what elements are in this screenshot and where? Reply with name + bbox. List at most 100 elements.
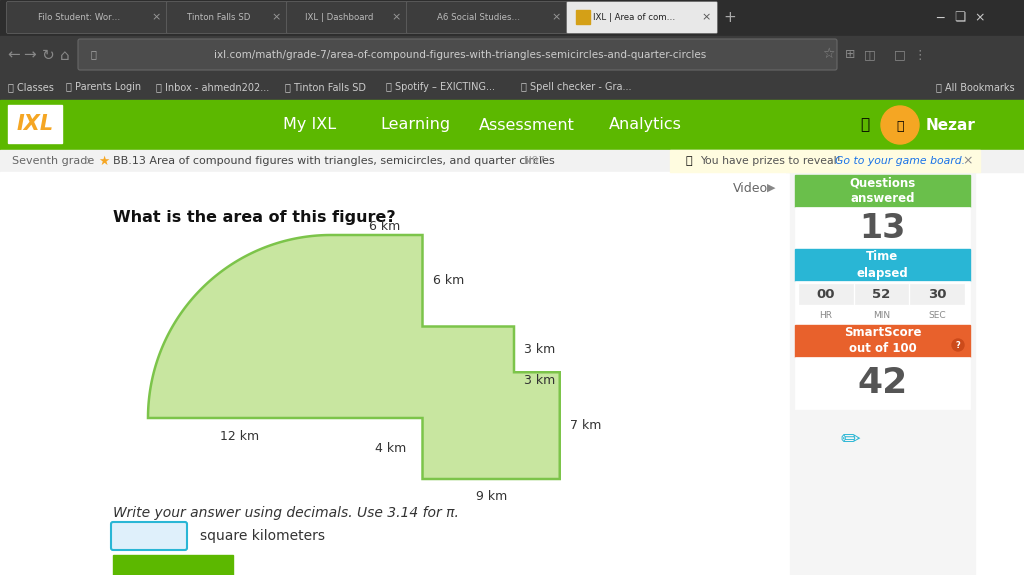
Text: ↻: ↻	[42, 48, 54, 63]
Text: 9 km: 9 km	[475, 489, 507, 503]
Text: 6 km: 6 km	[369, 220, 400, 232]
Bar	[790, 172, 975, 575]
Bar	[795, 207, 970, 249]
Text: You have prizes to reveal!: You have prizes to reveal!	[700, 156, 841, 166]
Text: ×: ×	[551, 13, 561, 22]
Bar	[855, 284, 908, 304]
Text: 4 km: 4 km	[375, 442, 407, 455]
Text: 🔒: 🔒	[90, 49, 96, 59]
Text: 52: 52	[872, 288, 891, 301]
Text: ⋮: ⋮	[913, 48, 927, 62]
Text: ❏: ❏	[954, 12, 966, 25]
Bar	[0, 74, 1024, 100]
Text: SEC: SEC	[929, 312, 946, 320]
Text: ×: ×	[391, 13, 400, 22]
Text: BB.13 Area of compound figures with triangles, semicircles, and quarter circles: BB.13 Area of compound figures with tria…	[113, 156, 555, 166]
Text: 12 km: 12 km	[220, 430, 259, 443]
Text: What is the area of this figure?: What is the area of this figure?	[113, 210, 395, 225]
Bar	[575, 10, 590, 24]
Text: 3 km: 3 km	[524, 374, 556, 387]
Text: Questions
answered: Questions answered	[849, 177, 915, 205]
FancyBboxPatch shape	[78, 39, 837, 70]
Circle shape	[952, 339, 964, 351]
Bar	[0, 150, 1024, 172]
Text: A6 Social Studies…: A6 Social Studies…	[437, 13, 520, 22]
Bar	[0, 36, 1024, 74]
FancyBboxPatch shape	[566, 2, 718, 33]
Bar	[795, 357, 970, 409]
Text: ←: ←	[7, 48, 20, 63]
Text: ☆: ☆	[821, 48, 835, 62]
Text: ▶: ▶	[767, 183, 775, 193]
Text: 🟢 Spotify – EXICTING...: 🟢 Spotify – EXICTING...	[386, 82, 496, 92]
Text: 📁 All Bookmarks: 📁 All Bookmarks	[936, 82, 1015, 92]
Text: ×: ×	[975, 12, 985, 25]
Text: SmartScore
out of 100: SmartScore out of 100	[844, 327, 922, 355]
Bar	[113, 555, 233, 575]
Text: 42: 42	[857, 366, 907, 400]
Text: 🔵 Inbox - ahmedn202...: 🔵 Inbox - ahmedn202...	[156, 82, 269, 92]
Text: 🏆: 🏆	[685, 156, 691, 166]
Bar	[795, 249, 970, 281]
Text: Filo Student: Wor…: Filo Student: Wor…	[38, 13, 120, 22]
Polygon shape	[148, 235, 560, 479]
Text: Video: Video	[732, 182, 768, 194]
Text: ?: ?	[955, 340, 961, 350]
Bar	[0, 100, 1024, 150]
Text: ⊞: ⊞	[845, 48, 855, 62]
Text: Write your answer using decimals. Use 3.14 for π.: Write your answer using decimals. Use 3.…	[113, 506, 459, 520]
Text: ×: ×	[701, 13, 711, 22]
Text: My IXL: My IXL	[284, 117, 337, 132]
Text: Tinton Falls SD: Tinton Falls SD	[187, 13, 251, 22]
Bar	[795, 175, 970, 207]
Text: Time
elapsed: Time elapsed	[857, 251, 908, 279]
Text: 🔍: 🔍	[860, 117, 869, 132]
Text: ★: ★	[98, 155, 110, 167]
Bar	[795, 281, 970, 325]
FancyBboxPatch shape	[6, 2, 168, 33]
Text: IXL | Area of com…: IXL | Area of com…	[593, 13, 675, 22]
Text: +: +	[724, 10, 736, 25]
Text: Assessment: Assessment	[479, 117, 574, 132]
Text: IXL: IXL	[16, 114, 53, 134]
FancyBboxPatch shape	[167, 2, 288, 33]
Text: ×: ×	[271, 13, 281, 22]
Text: ixl.com/math/grade-7/area-of-compound-figures-with-triangles-semicircles-and-qua: ixl.com/math/grade-7/area-of-compound-fi…	[214, 49, 707, 59]
Text: 6 km: 6 km	[433, 274, 464, 288]
Text: 🟣 Spell checker - Gra...: 🟣 Spell checker - Gra...	[521, 82, 632, 92]
Text: ─: ─	[936, 12, 944, 25]
Text: 13: 13	[859, 212, 905, 244]
Text: ⛵: ⛵	[896, 120, 904, 132]
Circle shape	[881, 106, 919, 144]
FancyBboxPatch shape	[111, 522, 187, 550]
Text: MIN: MIN	[872, 312, 890, 320]
Text: ×: ×	[963, 155, 973, 167]
Bar	[0, 0, 1024, 36]
Text: Go to your game board.: Go to your game board.	[835, 156, 966, 166]
Text: →: →	[24, 48, 37, 63]
Text: 00: 00	[816, 288, 836, 301]
Bar	[795, 325, 970, 357]
Text: ✏: ✏	[840, 428, 860, 452]
Bar	[670, 150, 980, 172]
Bar	[8, 105, 62, 143]
Text: 30: 30	[928, 288, 946, 301]
Text: 🟢 Parents Login: 🟢 Parents Login	[66, 82, 140, 92]
Text: square kilometers: square kilometers	[200, 529, 325, 543]
Text: Learning: Learning	[380, 117, 451, 132]
Text: 3 km: 3 km	[524, 343, 556, 356]
FancyBboxPatch shape	[287, 2, 408, 33]
Text: 7 km: 7 km	[570, 419, 601, 432]
Bar	[799, 284, 853, 304]
Text: ⌂: ⌂	[60, 48, 70, 63]
Text: 📋 Classes: 📋 Classes	[8, 82, 54, 92]
Text: ◫: ◫	[864, 48, 876, 62]
Text: Seventh grade: Seventh grade	[12, 156, 94, 166]
Bar	[910, 284, 964, 304]
Text: Analytics: Analytics	[608, 117, 681, 132]
Bar	[0, 172, 785, 575]
Text: ×: ×	[152, 13, 161, 22]
Text: □: □	[894, 48, 906, 62]
Text: ›: ›	[86, 154, 91, 168]
Text: Nezar: Nezar	[926, 117, 976, 132]
